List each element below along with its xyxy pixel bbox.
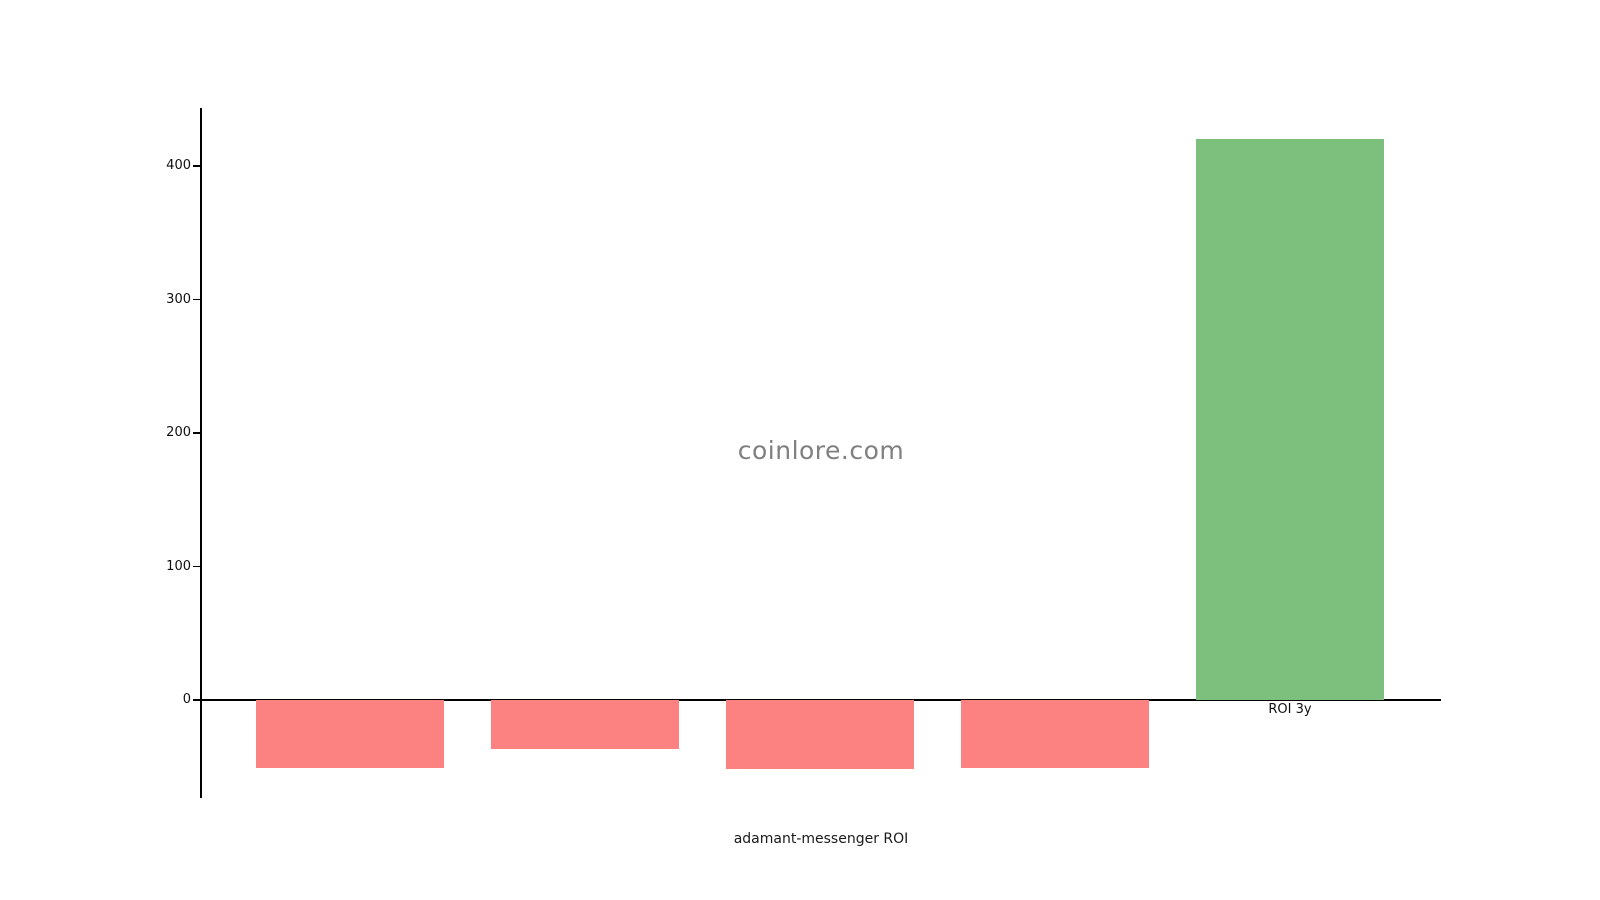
watermark: coinlore.com	[737, 436, 905, 465]
y-tick-mark-100	[193, 565, 201, 568]
bar-roi-3y	[1196, 139, 1384, 700]
y-axis-line	[200, 108, 202, 798]
bar-roi-4	[961, 700, 1149, 769]
bar-roi-1	[256, 700, 444, 769]
y-tick-label-100: 100	[166, 558, 191, 574]
x-tick-label-roi-3y: ROI 3y	[1268, 702, 1312, 717]
y-tick-label-0: 0	[182, 692, 191, 707]
y-tick-mark-300	[193, 298, 201, 301]
bar-roi-2	[491, 700, 679, 750]
x-axis-zero-line	[200, 699, 1441, 701]
y-tick-mark-200	[193, 432, 201, 434]
y-tick-label-200: 200	[166, 425, 191, 440]
bar-roi-3	[726, 700, 914, 770]
y-tick-label-400: 400	[166, 158, 191, 173]
y-tick-label-300: 300	[166, 291, 191, 307]
y-tick-mark-0	[193, 699, 201, 701]
y-tick-mark-400	[193, 165, 201, 167]
chart-title: adamant-messenger ROI	[733, 831, 909, 847]
